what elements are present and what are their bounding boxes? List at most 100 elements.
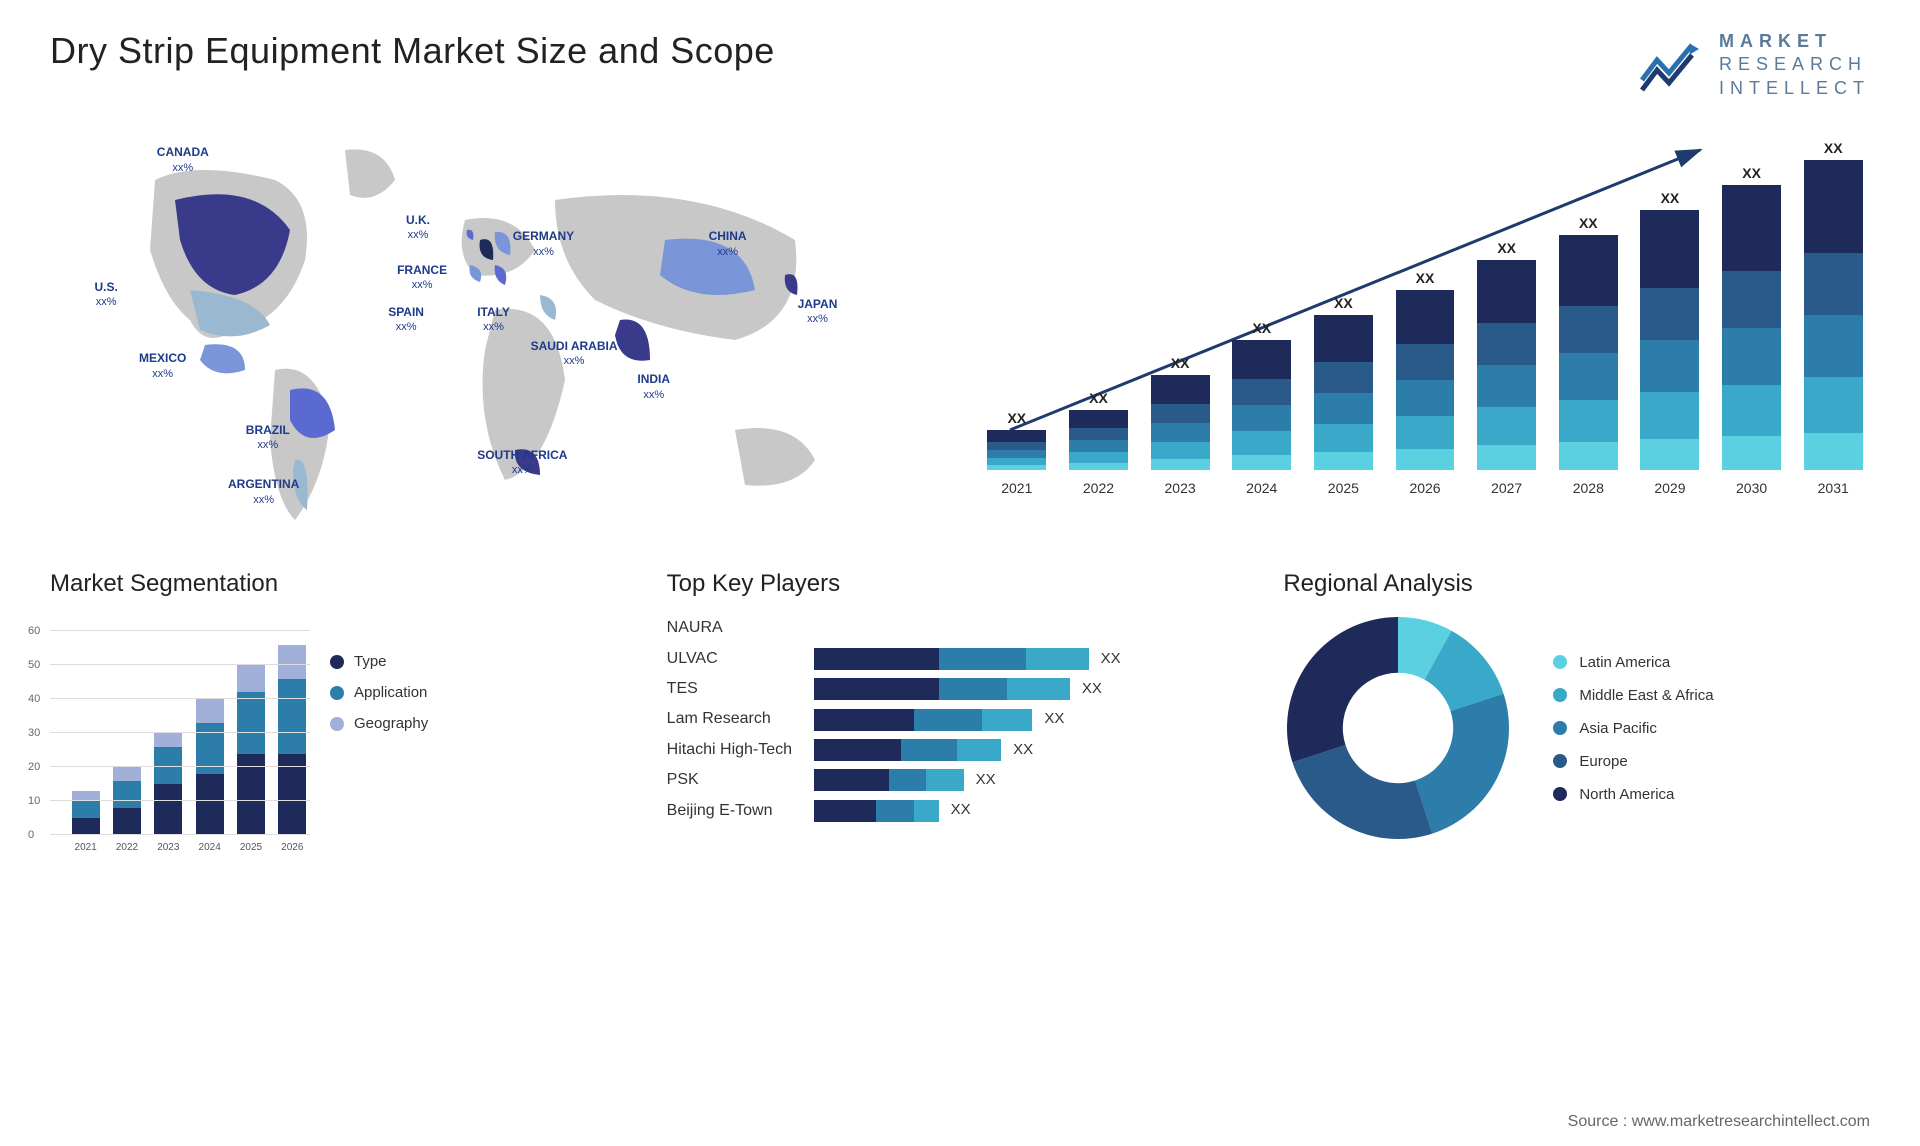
seg-ytick: 20 bbox=[28, 761, 40, 773]
kp-value: XX bbox=[1101, 645, 1121, 674]
map-label-mexico: MEXICOxx% bbox=[139, 351, 186, 381]
main-growth-chart: XX2021XX2022XX2023XX2024XX2025XX2026XX20… bbox=[980, 120, 1870, 540]
main-bar-value: XX bbox=[1579, 215, 1598, 231]
map-label-spain: SPAINxx% bbox=[388, 305, 424, 335]
main-bar-2021: XX2021 bbox=[980, 410, 1054, 470]
map-label-canada: CANADAxx% bbox=[157, 145, 209, 175]
main-bar-value: XX bbox=[1089, 390, 1108, 406]
main-bar-2027: XX2027 bbox=[1470, 240, 1544, 470]
main-bar-value: XX bbox=[1661, 190, 1680, 206]
main-bar-2031: XX2031 bbox=[1796, 140, 1870, 470]
donut-legend-asiapacific: Asia Pacific bbox=[1553, 720, 1713, 737]
logo-text-2: RESEARCH bbox=[1719, 53, 1870, 76]
map-label-france: FRANCExx% bbox=[397, 263, 447, 293]
regional-donut-chart bbox=[1283, 613, 1513, 843]
kp-row-lamresearch: Lam ResearchXX bbox=[667, 704, 1254, 734]
main-bar-year: 2026 bbox=[1409, 480, 1440, 496]
map-label-saudiarabia: SAUDI ARABIAxx% bbox=[531, 339, 618, 369]
main-bar-year: 2027 bbox=[1491, 480, 1522, 496]
main-bar-year: 2023 bbox=[1165, 480, 1196, 496]
donut-legend-middleeastafrica: Middle East & Africa bbox=[1553, 687, 1713, 704]
source-attribution: Source : www.marketresearchintellect.com bbox=[1568, 1113, 1870, 1131]
main-bar-value: XX bbox=[1334, 295, 1353, 311]
main-bar-year: 2022 bbox=[1083, 480, 1114, 496]
main-bar-value: XX bbox=[1252, 320, 1271, 336]
seg-bar-2026: 2026 bbox=[275, 645, 310, 835]
kp-name: TES bbox=[667, 674, 802, 704]
kp-top-name: NAURA bbox=[667, 613, 802, 643]
main-bar-2030: XX2030 bbox=[1715, 165, 1789, 470]
seg-bar-2023: 2023 bbox=[151, 733, 186, 835]
seg-legend-geography: Geography bbox=[330, 715, 428, 732]
map-label-italy: ITALYxx% bbox=[477, 305, 510, 335]
kp-value: XX bbox=[1082, 675, 1102, 704]
main-bar-2029: XX2029 bbox=[1633, 190, 1707, 470]
regional-panel: Regional Analysis Latin America Middle Ea… bbox=[1283, 570, 1870, 860]
map-label-germany: GERMANYxx% bbox=[513, 229, 574, 259]
main-bar-value: XX bbox=[1007, 410, 1026, 426]
seg-legend-type: Type bbox=[330, 653, 428, 670]
seg-ytick: 50 bbox=[28, 659, 40, 671]
regional-title: Regional Analysis bbox=[1283, 570, 1870, 598]
kp-bar bbox=[814, 769, 964, 791]
kp-row-beijingetown: Beijing E-Town XX bbox=[667, 796, 1254, 826]
kp-value: XX bbox=[1013, 736, 1033, 765]
donut-slice-asiapacific bbox=[1415, 694, 1509, 834]
seg-legend-application: Application bbox=[330, 684, 428, 701]
donut-legend-northamerica: North America bbox=[1553, 786, 1713, 803]
main-bar-year: 2030 bbox=[1736, 480, 1767, 496]
main-bar-2022: XX2022 bbox=[1062, 390, 1136, 470]
main-bar-2023: XX2023 bbox=[1143, 355, 1217, 470]
seg-xlabel: 2023 bbox=[157, 842, 179, 853]
main-bar-2024: XX2024 bbox=[1225, 320, 1299, 470]
main-bar-year: 2031 bbox=[1818, 480, 1849, 496]
map-label-brazil: BRAZILxx% bbox=[246, 423, 290, 453]
seg-bar-2021: 2021 bbox=[68, 791, 103, 835]
map-label-southafrica: SOUTH AFRICAxx% bbox=[477, 448, 567, 478]
map-label-us: U.S.xx% bbox=[95, 280, 118, 310]
main-bar-2028: XX2028 bbox=[1551, 215, 1625, 470]
map-label-china: CHINAxx% bbox=[709, 229, 747, 259]
key-players-title: Top Key Players bbox=[667, 570, 1254, 598]
kp-name: Hitachi High-Tech bbox=[667, 735, 802, 765]
donut-legend-latinamerica: Latin America bbox=[1553, 654, 1713, 671]
seg-xlabel: 2026 bbox=[281, 842, 303, 853]
donut-legend-europe: Europe bbox=[1553, 753, 1713, 770]
kp-bar bbox=[814, 739, 1002, 761]
kp-name: ULVAC bbox=[667, 644, 802, 674]
kp-name: Beijing E-Town bbox=[667, 796, 802, 826]
page-title: Dry Strip Equipment Market Size and Scop… bbox=[50, 30, 775, 72]
seg-ytick: 0 bbox=[28, 829, 34, 841]
seg-bar-2024: 2024 bbox=[192, 699, 227, 835]
seg-xlabel: 2022 bbox=[116, 842, 138, 853]
kp-bar bbox=[814, 709, 1033, 731]
main-bar-value: XX bbox=[1742, 165, 1761, 181]
seg-xlabel: 2025 bbox=[240, 842, 262, 853]
world-map: CANADAxx%U.S.xx%MEXICOxx%BRAZILxx%ARGENT… bbox=[50, 120, 940, 540]
kp-value: XX bbox=[1044, 705, 1064, 734]
kp-value: XX bbox=[976, 766, 996, 795]
seg-xlabel: 2024 bbox=[199, 842, 221, 853]
map-label-uk: U.K.xx% bbox=[406, 213, 430, 243]
main-bar-value: XX bbox=[1824, 140, 1843, 156]
logo-text-1: MARKET bbox=[1719, 30, 1870, 53]
seg-ytick: 60 bbox=[28, 625, 40, 637]
seg-bar-2025: 2025 bbox=[233, 665, 268, 835]
seg-ytick: 10 bbox=[28, 795, 40, 807]
segmentation-panel: Market Segmentation 20212022202320242025… bbox=[50, 570, 637, 860]
key-players-panel: Top Key Players NAURA ULVACXXTESXXLam Re… bbox=[667, 570, 1254, 860]
kp-row-ulvac: ULVAC XX bbox=[667, 644, 1254, 674]
kp-bar bbox=[814, 800, 939, 822]
seg-ytick: 40 bbox=[28, 693, 40, 705]
main-bar-value: XX bbox=[1171, 355, 1190, 371]
segmentation-title: Market Segmentation bbox=[50, 570, 637, 598]
donut-slice-northamerica bbox=[1287, 617, 1398, 762]
kp-name: PSK bbox=[667, 765, 802, 795]
seg-bar-2022: 2022 bbox=[109, 767, 144, 835]
kp-bar bbox=[814, 648, 1089, 670]
kp-value: XX bbox=[951, 796, 971, 825]
main-bar-value: XX bbox=[1497, 240, 1516, 256]
main-bar-2026: XX2026 bbox=[1388, 270, 1462, 470]
logo-mark-icon bbox=[1637, 35, 1707, 95]
main-bar-year: 2025 bbox=[1328, 480, 1359, 496]
